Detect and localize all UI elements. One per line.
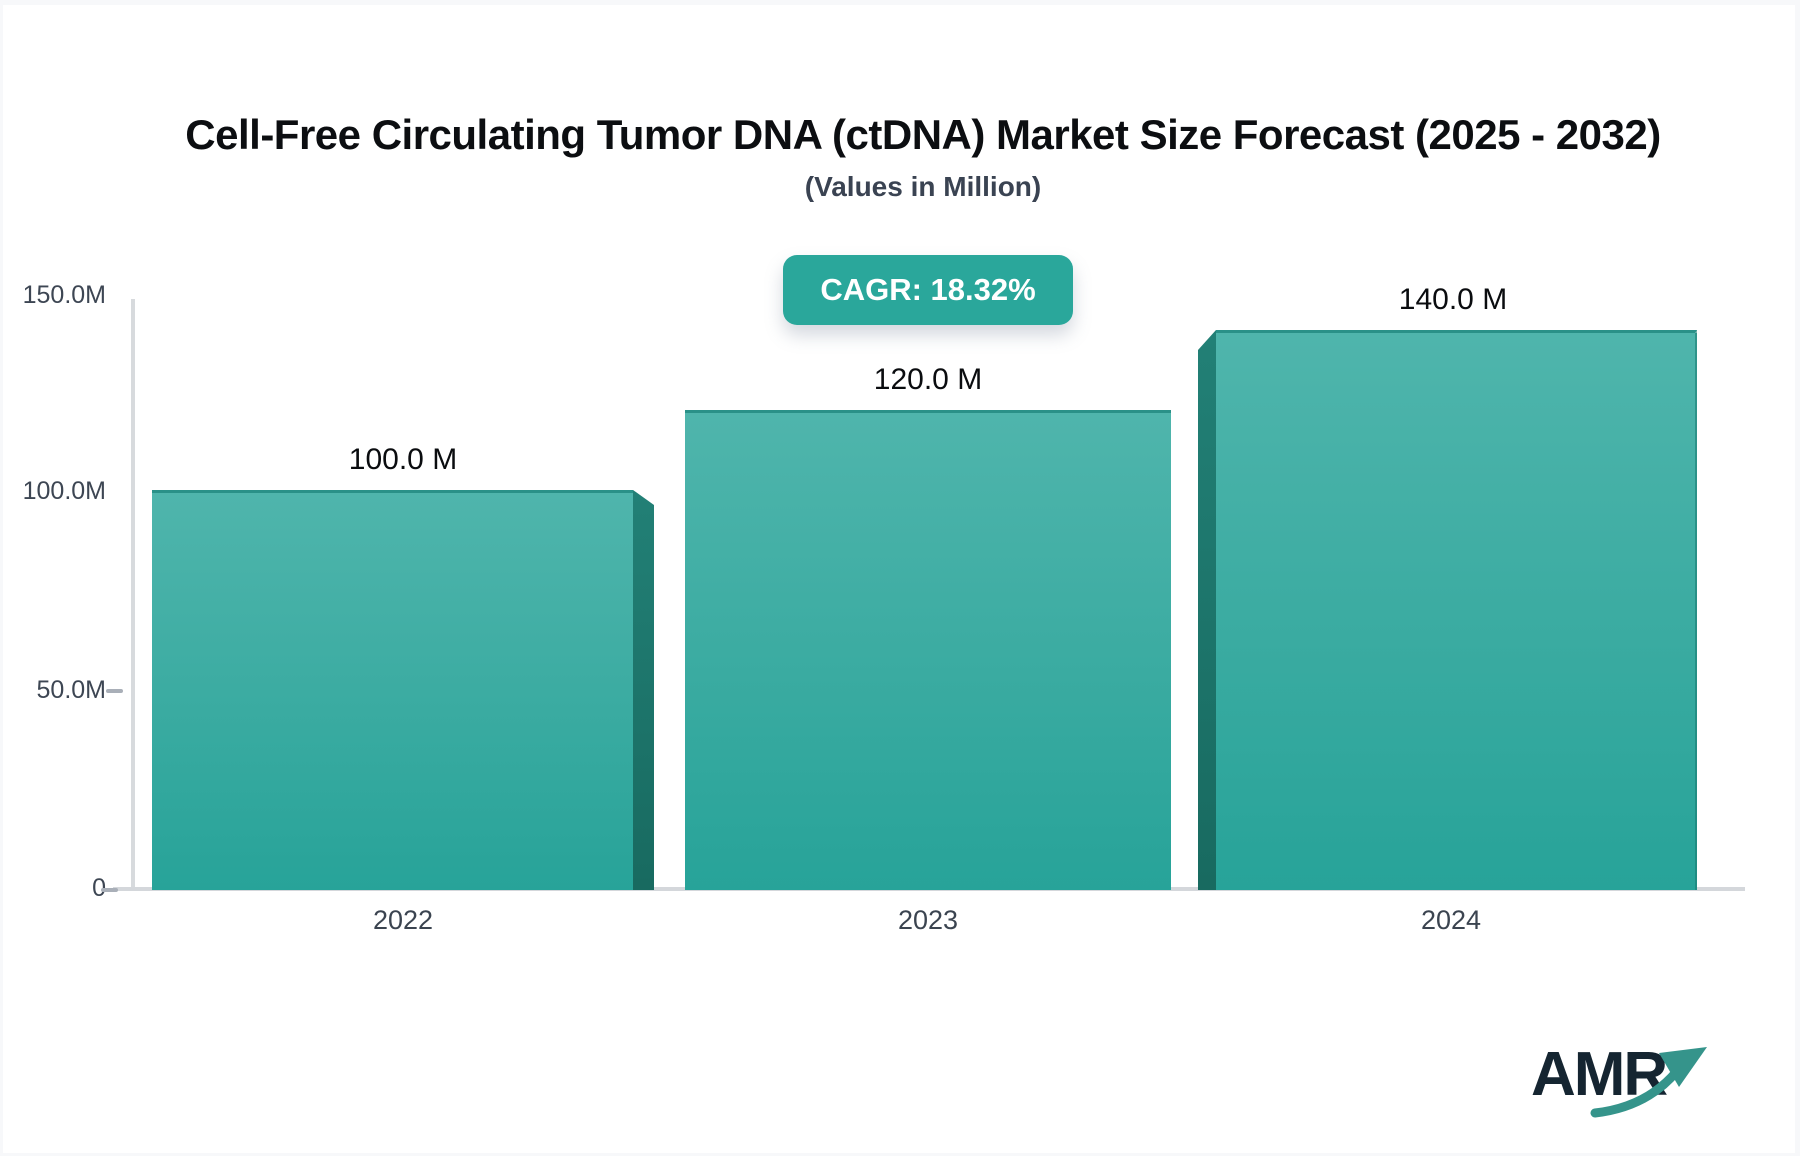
chart-canvas: Cell-Free Circulating Tumor DNA (ctDNA) … xyxy=(3,5,1795,1153)
bar-value-label-2024: 140.0 M xyxy=(1398,283,1508,316)
chart-subtitle: (Values in Million) xyxy=(804,171,1042,202)
y-tick-label-50m: 50.0M xyxy=(36,676,106,704)
bar-2024-side-face xyxy=(1198,330,1216,890)
y-tick-label-100m: 100.0M xyxy=(22,477,106,505)
bar-2024 xyxy=(1216,330,1697,890)
bar-2022-side-face xyxy=(633,490,654,890)
y-axis-line xyxy=(131,299,135,891)
y-tick-mark-50m xyxy=(106,689,123,693)
bar-2023 xyxy=(685,410,1171,890)
cagr-badge: CAGR: 18.32% xyxy=(783,255,1073,325)
x-tick-label-2024: 2024 xyxy=(1420,905,1482,935)
y-tick-mark-0 xyxy=(101,888,118,892)
y-tick-label-150m: 150.0M xyxy=(22,281,106,309)
x-tick-label-2023: 2023 xyxy=(897,905,959,935)
bar-value-label-2022: 100.0 M xyxy=(348,443,458,476)
bar-2022 xyxy=(152,490,633,890)
amr-logo: AMR xyxy=(1531,1035,1721,1125)
chart-title: Cell-Free Circulating Tumor DNA (ctDNA) … xyxy=(185,111,1661,158)
growth-arrow-icon xyxy=(1590,1047,1707,1118)
y-tick-label-0: 0 xyxy=(92,874,106,902)
x-tick-label-2022: 2022 xyxy=(372,905,434,935)
bar-value-label-2023: 120.0 M xyxy=(873,363,983,396)
